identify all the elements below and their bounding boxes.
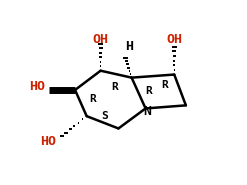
Text: S: S: [101, 111, 108, 121]
Text: H: H: [125, 40, 133, 53]
Text: N: N: [143, 105, 151, 118]
Text: HO: HO: [41, 135, 57, 148]
Text: R: R: [89, 94, 96, 104]
Text: HO: HO: [29, 80, 45, 93]
Text: R: R: [111, 82, 118, 92]
Text: OH: OH: [166, 33, 182, 46]
Text: OH: OH: [93, 33, 109, 46]
Text: R: R: [161, 80, 167, 90]
Text: R: R: [145, 87, 152, 97]
